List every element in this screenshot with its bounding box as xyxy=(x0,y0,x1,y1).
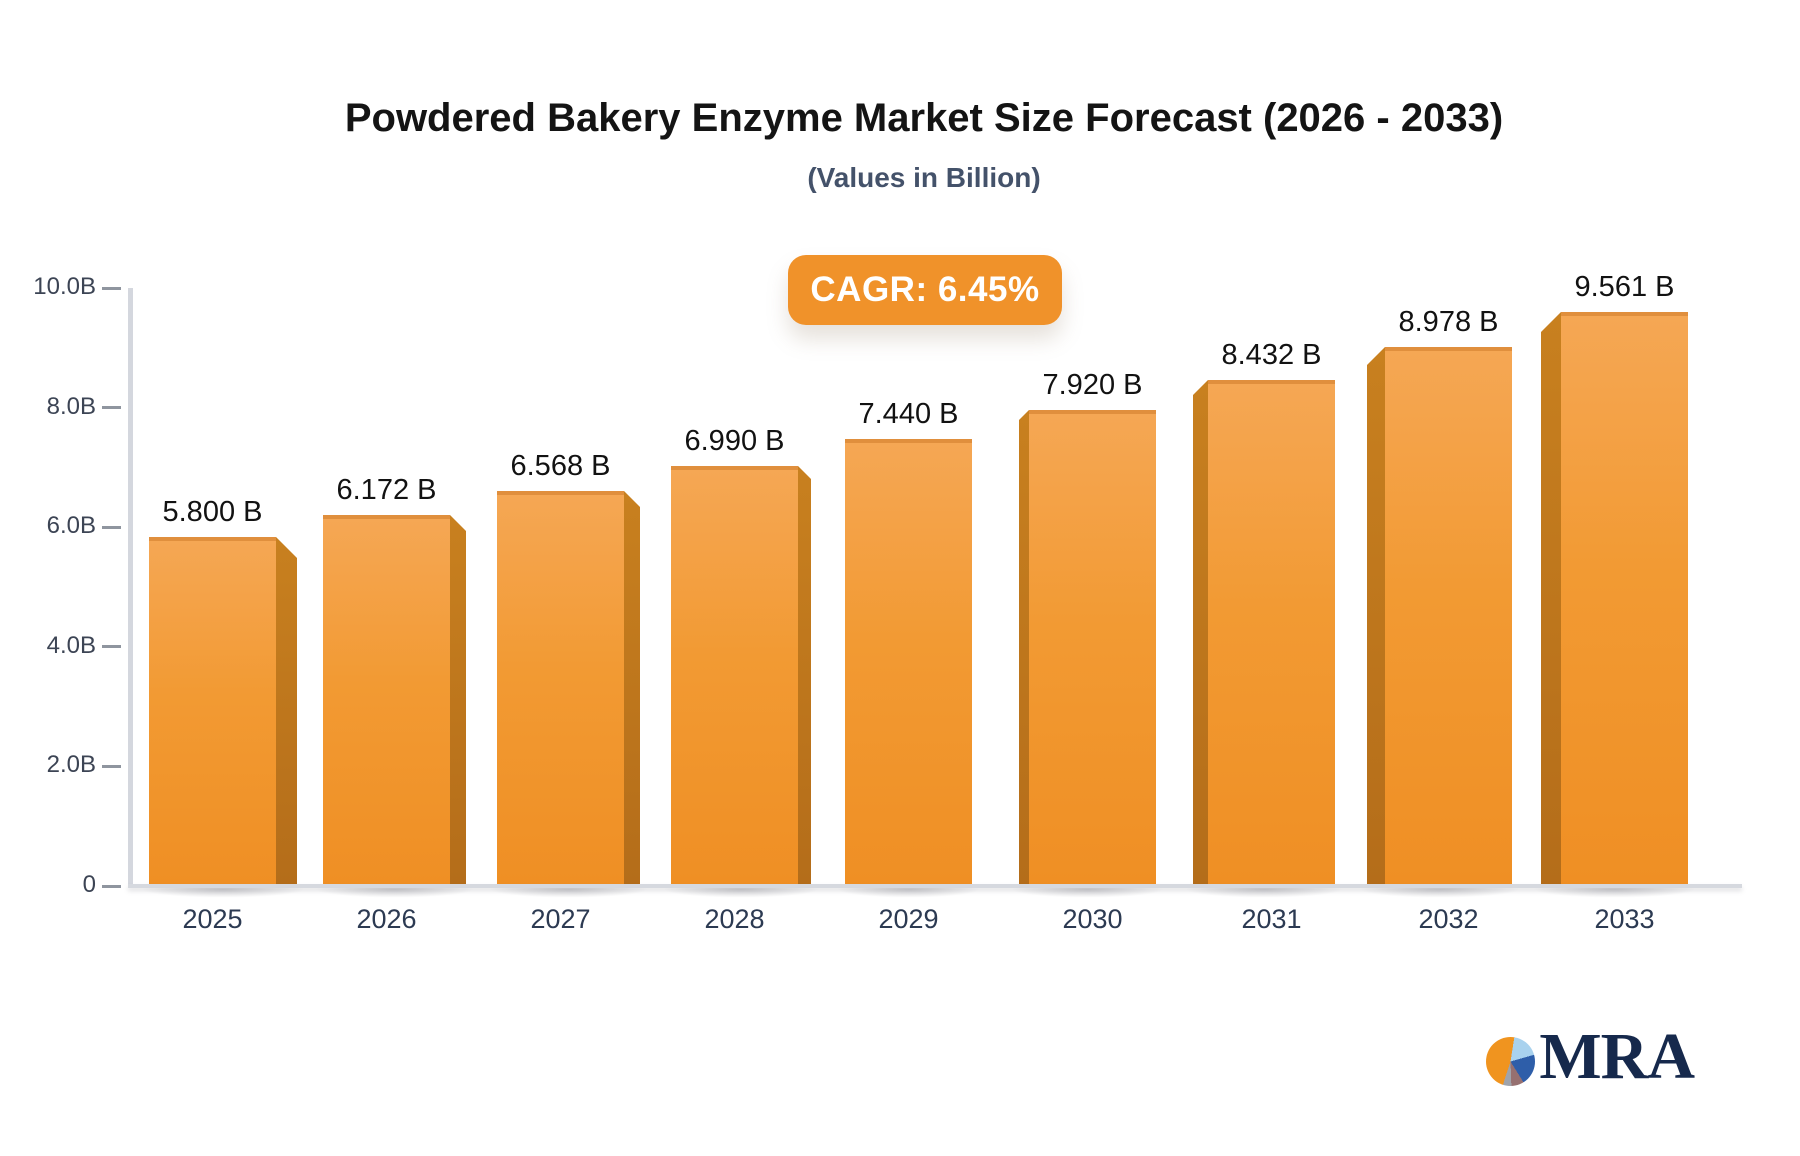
x-tick-label: 2026 xyxy=(356,904,417,934)
brand-name: MRA xyxy=(1539,1020,1695,1093)
bar xyxy=(671,466,798,884)
y-tick-label: 4.0B xyxy=(46,631,96,659)
y-tick-mark xyxy=(102,406,121,410)
bar-side-face xyxy=(1193,380,1208,884)
y-tick-label: 2.0B xyxy=(46,751,96,779)
bar-value-label: 7.920 B xyxy=(1042,369,1143,401)
bar-value-label: 7.440 B xyxy=(858,398,959,430)
bar-value-label: 6.568 B xyxy=(510,450,611,482)
chart-title: Powdered Bakery Enzyme Market Size Forec… xyxy=(344,96,1504,140)
y-tick-mark xyxy=(102,286,121,290)
cagr-badge-label: CAGR: 6.45% xyxy=(810,270,1040,309)
x-tick-label: 2033 xyxy=(1594,904,1655,934)
y-tick-label: 8.0B xyxy=(46,392,96,420)
y-tick-label: 6.0B xyxy=(46,512,96,540)
bar-value-label: 9.561 B xyxy=(1574,271,1675,303)
y-tick-label: 0 xyxy=(82,871,96,898)
y-tick-mark xyxy=(102,645,121,649)
bar xyxy=(497,491,624,884)
bar-side-face xyxy=(624,491,640,884)
bar xyxy=(1561,312,1688,884)
x-tick-label: 2028 xyxy=(704,904,765,934)
chart-header: Powdered Bakery Enzyme Market Size Forec… xyxy=(0,0,1800,194)
bar-value-label: 6.172 B xyxy=(336,474,437,506)
bar-value-label: 5.800 B xyxy=(162,496,263,528)
x-tick-label: 2030 xyxy=(1062,904,1123,934)
x-tick-label: 2025 xyxy=(182,904,243,934)
pie-chart-icon xyxy=(1486,1036,1536,1086)
bar-value-label: 6.990 B xyxy=(684,425,785,457)
bar-side-face xyxy=(1367,347,1385,884)
bar-side-face xyxy=(1541,312,1561,884)
bar-side-face xyxy=(450,515,466,884)
bar xyxy=(1385,347,1512,884)
bar xyxy=(323,515,450,884)
y-tick-mark xyxy=(102,884,121,888)
bar xyxy=(1208,380,1335,884)
bar xyxy=(1029,410,1156,884)
cagr-badge: CAGR: 6.45% xyxy=(788,255,1062,325)
y-tick-mark xyxy=(102,525,121,529)
x-tick-label: 2031 xyxy=(1241,904,1302,934)
chart-subtitle: (Values in Billion) xyxy=(807,162,1041,193)
bar-value-label: 8.432 B xyxy=(1221,339,1322,371)
bar-side-face xyxy=(798,466,811,884)
y-tick-mark xyxy=(102,764,121,768)
y-axis-line xyxy=(128,288,133,887)
bar-value-label: 8.978 B xyxy=(1398,306,1499,338)
brand-logo: MRA xyxy=(1486,1024,1695,1090)
y-tick-label: 10.0B xyxy=(33,273,96,300)
x-axis-line xyxy=(128,884,1742,888)
x-tick-label: 2027 xyxy=(530,904,591,934)
bar-side-face xyxy=(276,537,297,884)
bar-side-face xyxy=(1019,410,1029,884)
x-tick-label: 2029 xyxy=(878,904,939,934)
bar xyxy=(149,537,276,884)
bar xyxy=(845,439,972,884)
x-tick-label: 2032 xyxy=(1418,904,1479,934)
